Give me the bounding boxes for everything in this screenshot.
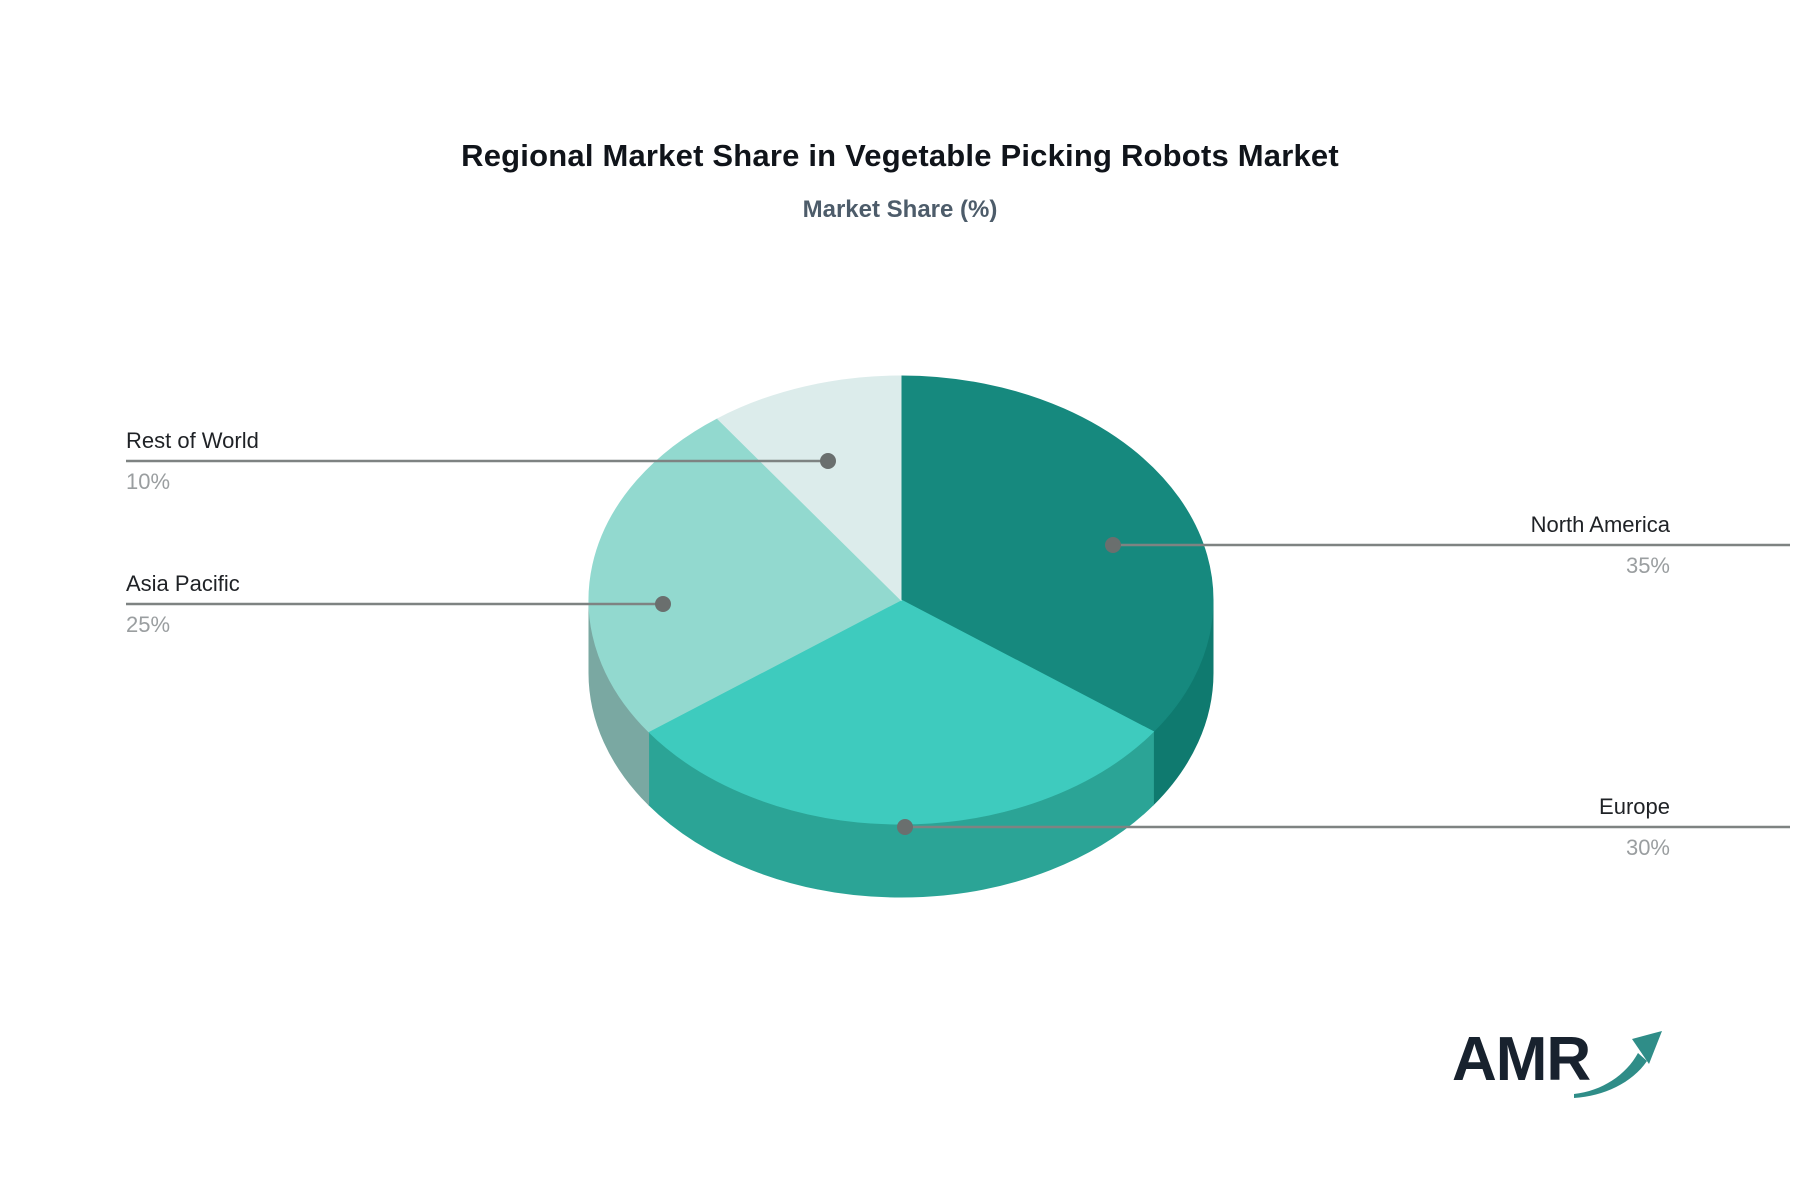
slice-value: 35% — [1625, 553, 1670, 578]
label-rest-of-world: Rest of World 10% — [126, 427, 546, 495]
slice-value: 25% — [126, 612, 171, 637]
label-europe: Europe 30% — [1250, 793, 1670, 861]
leader-dot-rest-of-world — [820, 453, 836, 469]
pie-slice-north-america — [900, 375, 1214, 733]
slice-label: Europe — [1599, 794, 1670, 819]
chart-subtitle: Market Share (%) — [802, 196, 998, 223]
pie-slice-asia-pacific — [588, 418, 902, 733]
leader-dot-europe — [897, 819, 913, 835]
chart-title: Regional Market Share in Vegetable Picki… — [461, 138, 1339, 173]
slice-label: Asia Pacific — [126, 571, 240, 596]
slice-value: 10% — [126, 469, 171, 494]
leader-dot-north-america — [1105, 537, 1121, 553]
slice-value: 30% — [1625, 835, 1670, 860]
label-north-america: North America 35% — [1250, 511, 1670, 579]
amr-logo: AMR — [1452, 1028, 1670, 1108]
pie-slice-rest-of-world — [716, 375, 902, 602]
slice-label: North America — [1530, 512, 1670, 537]
slice-label: Rest of World — [126, 428, 259, 453]
leader-dot-asia-pacific — [655, 596, 671, 612]
amr-logo-arrow-icon — [1574, 1031, 1663, 1098]
label-asia-pacific: Asia Pacific 25% — [126, 570, 546, 638]
amr-logo-text: AMR — [1452, 1025, 1591, 1094]
